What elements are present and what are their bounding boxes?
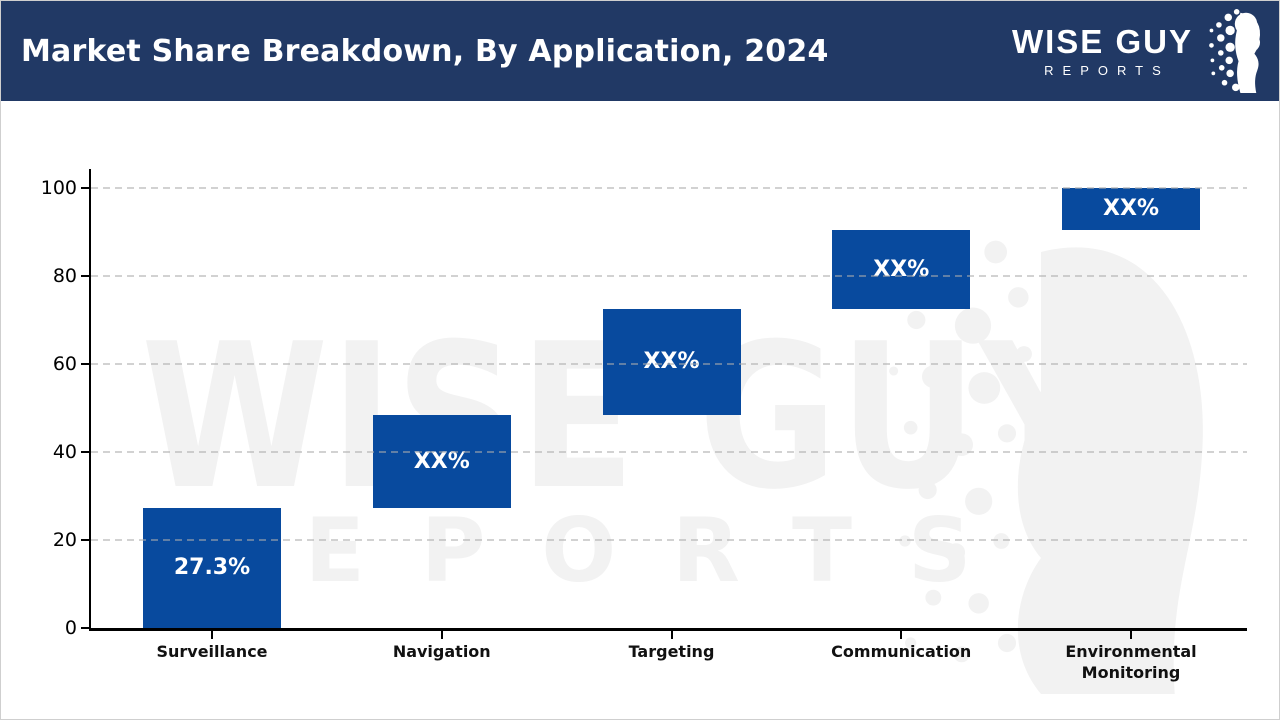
y-tick-label: 0 xyxy=(64,617,77,639)
y-tick-label: 20 xyxy=(52,529,77,551)
bar-value-label: 27.3% xyxy=(173,555,251,581)
x-tick-mark xyxy=(1130,631,1132,639)
waterfall-bar-communication: XX% xyxy=(832,229,971,309)
y-tick-mark xyxy=(81,539,89,541)
waterfall-bar-environmental-monitoring: XX% xyxy=(1062,188,1200,230)
bar-value-label: XX% xyxy=(643,349,700,375)
x-tick-mark xyxy=(440,631,443,639)
page-title: Market Share Breakdown, By Application, … xyxy=(21,33,829,69)
y-tick-mark xyxy=(81,187,89,189)
y-tick-label: 60 xyxy=(52,353,77,375)
y-tick-label: 100 xyxy=(40,177,77,199)
brand-name: WISE GUY xyxy=(1011,22,1193,60)
y-axis-line xyxy=(89,169,91,631)
x-tick-mark xyxy=(670,631,673,639)
y-tick-mark xyxy=(81,451,89,453)
x-category-label: Navigation xyxy=(392,642,491,661)
y-tick-mark xyxy=(81,627,89,629)
x-tick-mark xyxy=(211,631,213,639)
watermark-face-icon xyxy=(889,240,1203,694)
y-tick-mark xyxy=(81,275,89,277)
x-category-label: Communication xyxy=(831,642,972,661)
waterfall-bar-navigation: XX% xyxy=(372,414,511,508)
y-gridline xyxy=(91,275,1247,277)
x-category-label: Targeting xyxy=(628,642,715,661)
brand-logo: WISE GUY REPORTS xyxy=(1012,9,1279,93)
x-tick-mark xyxy=(900,631,903,639)
y-gridline xyxy=(91,187,1247,189)
bar-value-label: XX% xyxy=(873,256,930,282)
x-axis-line xyxy=(89,628,1247,631)
logo-face-icon xyxy=(1209,9,1261,93)
x-category-label: Environmental Monitoring xyxy=(1065,642,1197,682)
y-gridline xyxy=(91,539,1247,541)
brand-subname: REPORTS xyxy=(1044,62,1170,78)
y-tick-label: 40 xyxy=(52,441,77,463)
bar-value-label: XX% xyxy=(1103,196,1159,222)
brand-logo-text: WISE GUY REPORTS xyxy=(1012,25,1193,78)
y-tick-label: 80 xyxy=(52,265,77,287)
y-gridline xyxy=(91,363,1247,365)
waterfall-bar-targeting: XX% xyxy=(602,309,741,415)
y-tick-mark xyxy=(81,363,89,365)
watermark-subtext: REPORTS xyxy=(181,499,1028,602)
y-gridline xyxy=(91,451,1247,453)
x-category-label: Surveillance xyxy=(156,642,268,661)
waterfall-bar-surveillance: 27.3% xyxy=(143,507,281,628)
header-bar: Market Share Breakdown, By Application, … xyxy=(1,1,1279,101)
